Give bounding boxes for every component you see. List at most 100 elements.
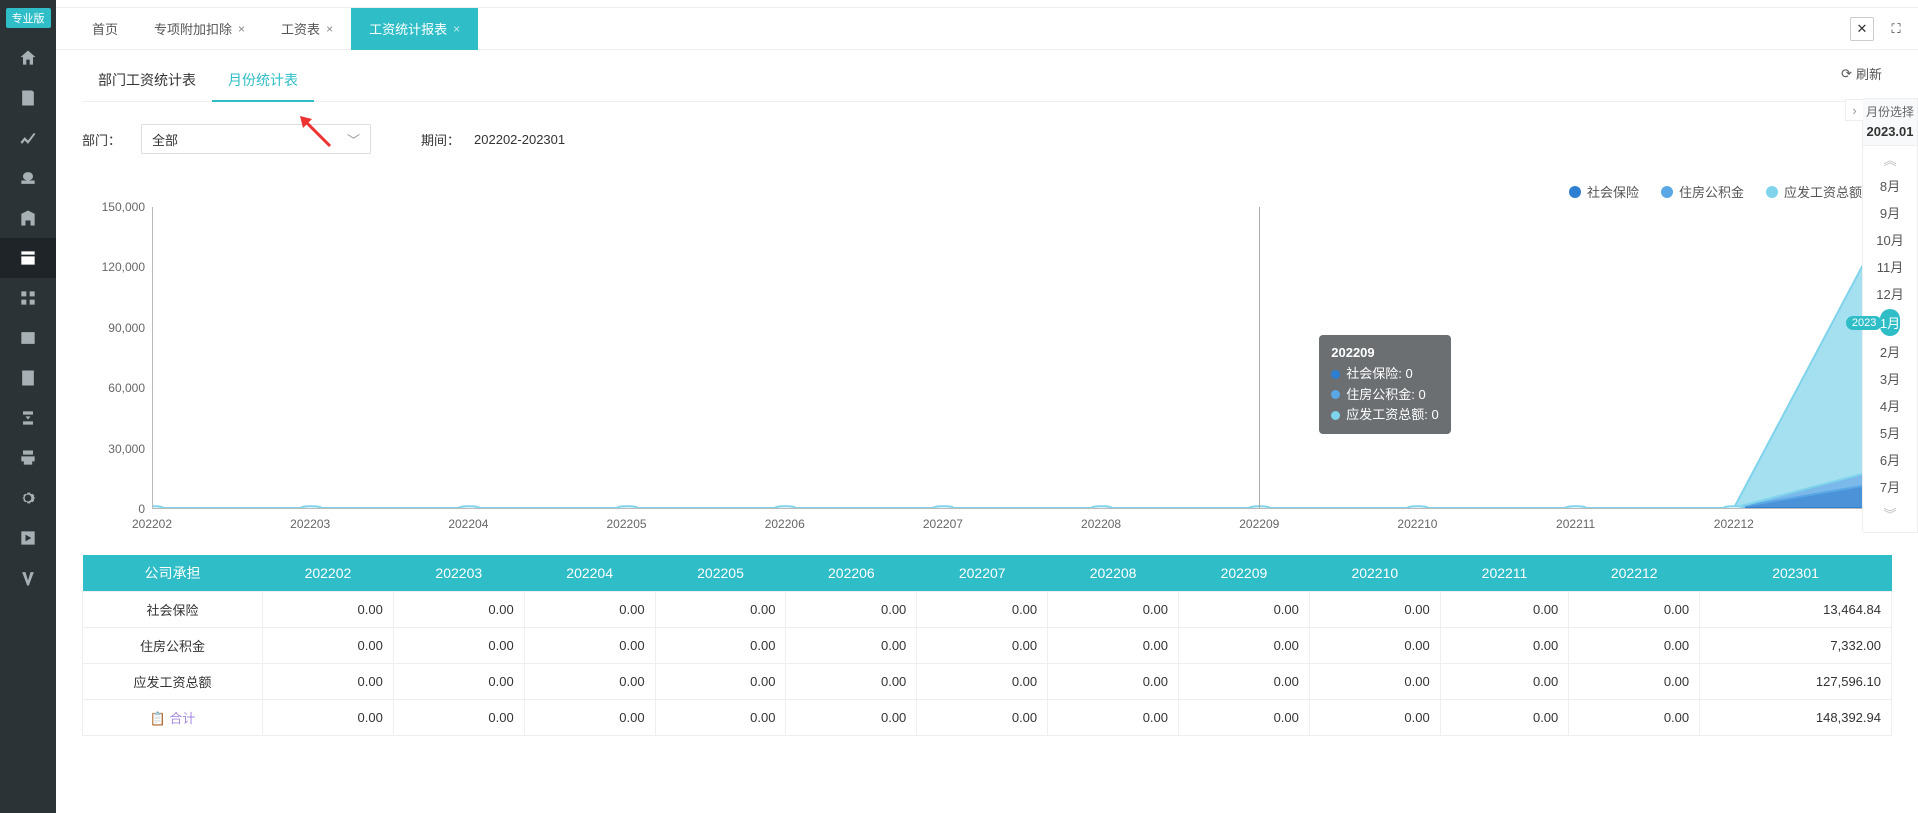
- x-axis-label: 202206: [765, 517, 805, 531]
- legend-label: 社会保险: [1587, 182, 1639, 201]
- close-all-tabs-button[interactable]: ✕: [1850, 17, 1874, 41]
- period-value: 202202-202301: [474, 132, 565, 147]
- main-area: 首页 专项附加扣除 × 工资表× 工资统计报表 × ✕ ⛶ 部门工资统计表 月份统计…: [56, 0, 1918, 813]
- table-cell: 0.00: [917, 628, 1048, 664]
- tooltip-row: 住房公积金: 0: [1331, 385, 1438, 406]
- panel-collapse-button[interactable]: ›: [1845, 99, 1863, 121]
- month-prev-button[interactable]: ︽: [1878, 150, 1902, 168]
- nav-salary-icon[interactable]: [0, 238, 56, 278]
- refresh-icon: ⟳: [1841, 66, 1852, 82]
- table-cell: 0.00: [393, 628, 524, 664]
- table-row: 住房公积金0.000.000.000.000.000.000.000.000.0…: [83, 628, 1892, 664]
- nav-ledger-icon[interactable]: [0, 78, 56, 118]
- table-cell: 0.00: [263, 592, 394, 628]
- table-cell: 0.00: [1309, 628, 1440, 664]
- y-axis-label: 120,000: [102, 260, 145, 274]
- tab-home[interactable]: 首页: [74, 8, 136, 50]
- table-header: 202209: [1179, 555, 1310, 592]
- tab-label: 工资统计报表: [369, 19, 447, 38]
- tab-label: 专项附加扣除: [154, 19, 232, 38]
- table-cell: 0.00: [655, 628, 786, 664]
- table-cell: 0.00: [524, 592, 655, 628]
- tab-salary-sheet[interactable]: 工资表×: [263, 8, 351, 50]
- table-cell: 0.00: [655, 592, 786, 628]
- y-axis-label: 0: [138, 502, 145, 516]
- legend-item[interactable]: 住房公积金: [1661, 182, 1744, 201]
- close-icon[interactable]: ×: [238, 22, 245, 36]
- refresh-button[interactable]: ⟳ 刷新: [1841, 64, 1882, 83]
- month-option[interactable]: 7月: [1874, 473, 1906, 500]
- nav-image-icon[interactable]: [0, 318, 56, 358]
- table-cell: 0.00: [1309, 592, 1440, 628]
- tooltip-dot-icon: [1331, 411, 1340, 420]
- nav-play-icon[interactable]: [0, 518, 56, 558]
- legend-item[interactable]: 社会保险: [1569, 182, 1639, 201]
- table-cell: 0.00: [1440, 664, 1569, 700]
- nav-analytics-icon[interactable]: [0, 118, 56, 158]
- month-option[interactable]: 6月: [1874, 446, 1906, 473]
- table-cell: 0.00: [1048, 664, 1179, 700]
- month-option[interactable]: 1月2023: [1880, 309, 1900, 336]
- chevron-down-icon: ﹀: [347, 130, 360, 149]
- chart[interactable]: 030,00060,00090,000120,000150,000 202202…: [152, 207, 1892, 537]
- subtab-department[interactable]: 部门工资统计表: [82, 64, 212, 101]
- table-cell: 0.00: [1179, 592, 1310, 628]
- nav-print-icon[interactable]: [0, 438, 56, 478]
- table-cell: 0.00: [1440, 628, 1569, 664]
- table-cell: 0.00: [786, 700, 917, 736]
- y-axis-label: 150,000: [102, 200, 145, 214]
- summary-table: 公司承担202202202203202204202205202206202207…: [82, 555, 1892, 736]
- tab-deduction[interactable]: 专项附加扣除 ×: [136, 8, 263, 50]
- month-option[interactable]: 8月: [1874, 172, 1906, 199]
- month-option[interactable]: 4月: [1874, 392, 1906, 419]
- x-axis-label: 202208: [1081, 517, 1121, 531]
- nav-template-icon[interactable]: [0, 278, 56, 318]
- month-option[interactable]: 9月: [1874, 199, 1906, 226]
- nav-home-icon[interactable]: [0, 38, 56, 78]
- table-header: 202301: [1700, 555, 1892, 592]
- fullscreen-icon[interactable]: ⛶: [1884, 17, 1908, 41]
- chart-container: 社会保险 住房公积金 应发工资总额 030,00060,00090,000120,0…: [82, 182, 1892, 537]
- table-cell: 0.00: [1048, 628, 1179, 664]
- month-option[interactable]: 10月: [1874, 226, 1906, 253]
- month-option[interactable]: 11月: [1874, 253, 1906, 280]
- nav-building-icon[interactable]: [0, 198, 56, 238]
- x-axis-label: 202210: [1397, 517, 1437, 531]
- x-axis-label: 202203: [290, 517, 330, 531]
- nav-cash-icon[interactable]: [0, 158, 56, 198]
- tooltip-dot-icon: [1331, 370, 1340, 379]
- month-panel-title: 月份选择: [1863, 99, 1917, 122]
- legend-dot-icon: [1766, 186, 1778, 198]
- table-cell: 0.00: [786, 592, 917, 628]
- nav-settings-icon[interactable]: [0, 478, 56, 518]
- table-header: 202204: [524, 555, 655, 592]
- table-cell: 0.00: [393, 700, 524, 736]
- table-row: 社会保险0.000.000.000.000.000.000.000.000.00…: [83, 592, 1892, 628]
- table-cell: 0.00: [786, 664, 917, 700]
- table-sum-row: 📋 合计0.000.000.000.000.000.000.000.000.00…: [83, 700, 1892, 736]
- table-header: 202211: [1440, 555, 1569, 592]
- month-option[interactable]: 5月: [1874, 419, 1906, 446]
- table-header: 公司承担: [83, 555, 263, 592]
- table-cell: 0.00: [655, 700, 786, 736]
- tab-salary-report[interactable]: 工资统计报表 ×: [351, 8, 478, 50]
- month-option[interactable]: 12月: [1874, 280, 1906, 307]
- row-name: 住房公积金: [83, 628, 263, 664]
- close-icon[interactable]: ×: [453, 22, 460, 36]
- month-option[interactable]: 2月: [1874, 338, 1906, 365]
- table-header: 202202: [263, 555, 394, 592]
- table-cell: 7,332.00: [1700, 628, 1892, 664]
- dept-select[interactable]: 全部 ﹀: [141, 124, 371, 154]
- subtab-month[interactable]: 月份统计表: [212, 64, 314, 102]
- nav-v-icon[interactable]: [0, 558, 56, 598]
- month-option[interactable]: 3月: [1874, 365, 1906, 392]
- nav-transfer-icon[interactable]: [0, 398, 56, 438]
- chart-hover-line: [1259, 207, 1260, 509]
- table-cell: 0.00: [1569, 700, 1700, 736]
- filter-bar: 部门： 全部 ﹀ 期间： 202202-202301: [82, 124, 1892, 154]
- month-next-button[interactable]: ︾: [1878, 504, 1902, 522]
- close-icon[interactable]: ×: [326, 22, 333, 36]
- refresh-label: 刷新: [1856, 64, 1882, 83]
- legend-item[interactable]: 应发工资总额: [1766, 182, 1862, 201]
- nav-report-icon[interactable]: [0, 358, 56, 398]
